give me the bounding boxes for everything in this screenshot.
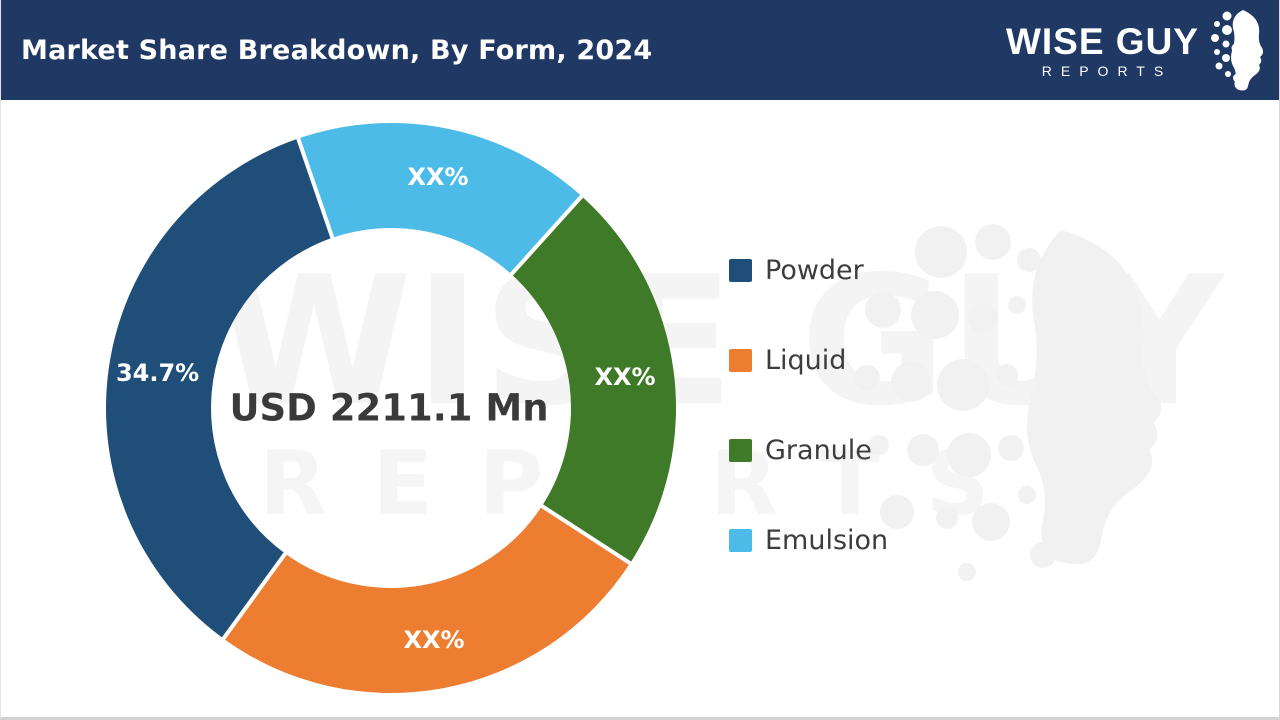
segment-separator — [295, 135, 336, 242]
legend-swatch-granule — [729, 438, 752, 462]
chart-legend: Powder Liquid Granule Emulsion — [729, 254, 888, 614]
brand-logo: WISE GUY REPORTS — [1006, 8, 1263, 92]
brand-face-icon — [1211, 10, 1263, 91]
legend-label-powder: Powder — [765, 254, 864, 286]
donut-segment-powder — [106, 138, 333, 639]
legend-swatch-powder — [729, 258, 752, 282]
header-bar: Market Share Breakdown, By Form, 2024 WI… — [1, 0, 1279, 100]
legend-item-liquid: Liquid — [729, 344, 888, 376]
segment-separator — [507, 192, 586, 278]
segment-separator — [538, 502, 634, 567]
brand-logo-text: WISE GUY REPORTS — [1006, 23, 1199, 78]
segment-label-liquid: XX% — [403, 626, 465, 655]
chart-center-value: USD 2211.1 Mn — [229, 386, 549, 430]
legend-label-emulsion: Emulsion — [765, 524, 889, 556]
page-title: Market Share Breakdown, By Form, 2024 — [21, 34, 653, 66]
donut-segment-granule — [511, 196, 676, 564]
legend-item-emulsion: Emulsion — [729, 524, 888, 556]
legend-item-granule: Granule — [729, 434, 888, 466]
segment-separator — [220, 550, 289, 643]
watermark-face-icon — [854, 224, 1162, 581]
brand-subtitle: REPORTS — [1041, 62, 1173, 79]
donut-segment-emulsion — [298, 123, 582, 275]
brand-name: WISE GUY — [1005, 20, 1199, 62]
legend-item-powder: Powder — [729, 254, 888, 286]
legend-label-liquid: Liquid — [765, 344, 847, 376]
segment-label-powder: 34.7% — [115, 359, 200, 388]
segment-label-granule: XX% — [594, 363, 656, 392]
donut-segment-liquid — [223, 506, 631, 693]
legend-swatch-liquid — [729, 348, 752, 372]
legend-swatch-emulsion — [729, 528, 752, 552]
segment-label-emulsion: XX% — [407, 162, 469, 191]
legend-label-granule: Granule — [765, 434, 872, 466]
